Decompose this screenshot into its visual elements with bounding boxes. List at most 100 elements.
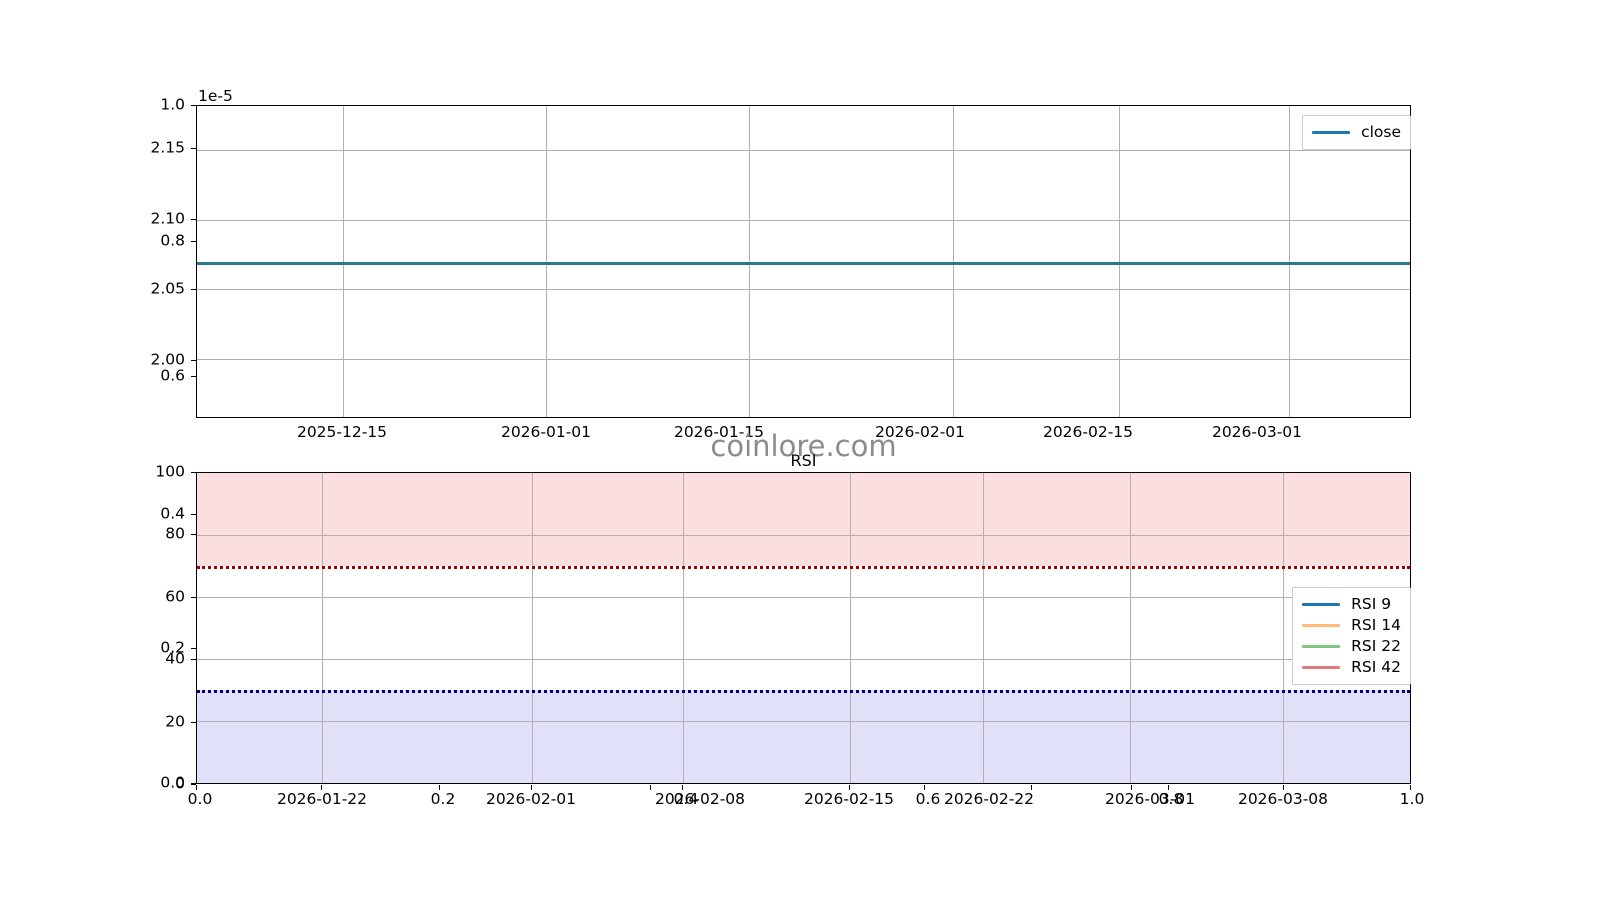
rsi-gridline-v (683, 473, 685, 783)
rsi-x-tick-label: 2026-02-22 (943, 790, 1035, 808)
legend-item-rsi-14[interactable]: RSI 14 (1302, 615, 1401, 636)
price-overlay-y-tick-mark (191, 105, 196, 107)
rsi-x-tick-mark (1031, 785, 1033, 790)
legend-label: close (1361, 122, 1401, 141)
rsi-x-tick-mark (650, 785, 652, 790)
rsi-overlay-y-tick-mark (191, 648, 196, 650)
rsi-oversold-band (197, 690, 1410, 783)
rsi-overlay-y-tick-mark (191, 514, 196, 516)
rsi-overlay-y-tick-mark (191, 783, 196, 785)
legend-item-rsi-9[interactable]: RSI 9 (1302, 594, 1401, 615)
rsi-gridline-h (197, 535, 1410, 536)
rsi-x-tick-mark (196, 785, 198, 790)
price-x-tick-label: 2026-01-01 (500, 423, 592, 441)
price-x-tick-label: 2026-02-01 (874, 423, 966, 441)
rsi-9-swatch (1302, 603, 1341, 606)
price-overlay-y-tick-label: 1.0 (160, 95, 185, 114)
price-x-tick-label: 2025-12-15 (296, 423, 388, 441)
rsi-y-tick-mark (191, 659, 196, 661)
rsi-gridline-h (197, 597, 1410, 598)
rsi-overbought-band (197, 473, 1410, 566)
rsi-gridline-h (197, 659, 1410, 660)
rsi-legend: RSI 9 RSI 14 RSI 22 RSI 42 (1292, 587, 1411, 685)
rsi-gridline-v (321, 473, 323, 783)
rsi-y-tick-label: 60 (165, 587, 185, 606)
rsi-overlay-y-tick-label: 0.4 (160, 504, 185, 523)
price-legend: close (1302, 115, 1411, 150)
rsi-x-tick-mark (924, 785, 926, 790)
price-y-tick-label: 2.15 (150, 138, 185, 157)
rsi-overlay-x-tick-label: 0.6 (915, 790, 941, 808)
rsi-gridline-v (983, 473, 985, 783)
legend-item-close[interactable]: close (1312, 122, 1401, 143)
price-y-tick-label: 2.00 (150, 350, 185, 369)
rsi-x-tick-label: 2026-03-08 (1237, 790, 1329, 808)
rsi-overlay-x-tick-label: 0.2 (430, 790, 456, 808)
rsi-x-tick-mark (439, 785, 441, 790)
rsi-x-tick-label: 2026-01-22 (276, 790, 368, 808)
rsi-x-tick-mark (1283, 785, 1285, 790)
rsi-x-tick-label: 2026-02-01 (485, 790, 577, 808)
legend-item-rsi-22[interactable]: RSI 22 (1302, 636, 1401, 657)
rsi-x-tick-label: 2026-03-01 (1104, 790, 1196, 808)
rsi-y-tick-label: 20 (165, 712, 185, 731)
close-series-line (197, 261, 1410, 265)
legend-label: RSI 22 (1351, 636, 1401, 655)
rsi-y-tick-label: 0 (175, 774, 185, 793)
rsi-x-tick-mark (1131, 785, 1133, 790)
price-chart-axes: close (196, 105, 1411, 418)
rsi-y-tick-mark (191, 784, 196, 786)
rsi-x-tick-mark (1410, 785, 1412, 790)
rsi-y-tick-mark (191, 597, 196, 599)
price-overlay-y-tick-label: 0.6 (160, 366, 185, 385)
rsi-22-swatch (1302, 645, 1341, 648)
rsi-gridline-v (531, 473, 533, 783)
price-y-tick-mark (191, 219, 196, 221)
rsi-oversold-threshold-line (197, 690, 1410, 693)
price-gridline-h (197, 289, 1410, 291)
price-y-axis-offset-text: 1e-5 (198, 87, 233, 105)
price-y-tick-mark (191, 289, 196, 291)
rsi-gridline-h (197, 721, 1410, 722)
rsi-y-tick-mark (191, 472, 196, 474)
rsi-x-tick-mark (1168, 785, 1170, 790)
rsi-overlay-x-tick-label: 0.4 (673, 790, 699, 808)
rsi-x-tick-mark (531, 785, 533, 790)
rsi-overbought-threshold-line (197, 566, 1410, 569)
price-gridline-h (197, 149, 1410, 151)
price-y-tick-mark (191, 360, 196, 362)
rsi-x-tick-mark (849, 785, 851, 790)
rsi-gridline-v (1129, 473, 1131, 783)
legend-item-rsi-42[interactable]: RSI 42 (1302, 657, 1401, 678)
rsi-x-tick-label: 2026-02-15 (803, 790, 895, 808)
rsi-overlay-y-tick-label: 0.0 (160, 773, 185, 792)
legend-label: RSI 14 (1351, 615, 1401, 634)
price-gridline-h (197, 219, 1410, 221)
rsi-14-swatch (1302, 624, 1341, 627)
price-overlay-y-tick-mark (191, 241, 196, 243)
price-x-tick-label: 2026-02-15 (1042, 423, 1134, 441)
price-y-tick-label: 2.10 (150, 209, 185, 228)
rsi-y-tick-label: 80 (165, 524, 185, 543)
rsi-y-tick-mark (191, 722, 196, 724)
price-overlay-y-tick-mark (191, 376, 196, 378)
rsi-overlay-y-tick-label: 0.2 (160, 638, 185, 657)
rsi-overlay-x-tick-label: 1.0 (1399, 790, 1425, 808)
rsi-y-tick-mark (191, 534, 196, 536)
price-y-tick-label: 2.05 (150, 279, 185, 298)
rsi-x-tick-mark (321, 785, 323, 790)
legend-label: RSI 42 (1351, 657, 1401, 676)
rsi-overlay-x-tick-label: 0.8 (1158, 790, 1184, 808)
rsi-y-tick-label: 100 (155, 462, 185, 481)
rsi-chart-axes: RSI 9 RSI 14 RSI 22 RSI 42 (196, 472, 1411, 784)
rsi-panel-title: RSI (790, 451, 817, 470)
rsi-overlay-x-tick-label: 0.0 (187, 790, 213, 808)
price-x-tick-label: 2026-03-01 (1211, 423, 1303, 441)
rsi-gridline-v (1282, 473, 1284, 783)
rsi-gridline-v (849, 473, 851, 783)
price-gridline-h (197, 359, 1410, 361)
price-overlay-y-tick-label: 0.8 (160, 231, 185, 250)
price-x-tick-label: 2026-01-15 (673, 423, 765, 441)
rsi-x-tick-mark (682, 785, 684, 790)
close-swatch (1312, 131, 1351, 134)
